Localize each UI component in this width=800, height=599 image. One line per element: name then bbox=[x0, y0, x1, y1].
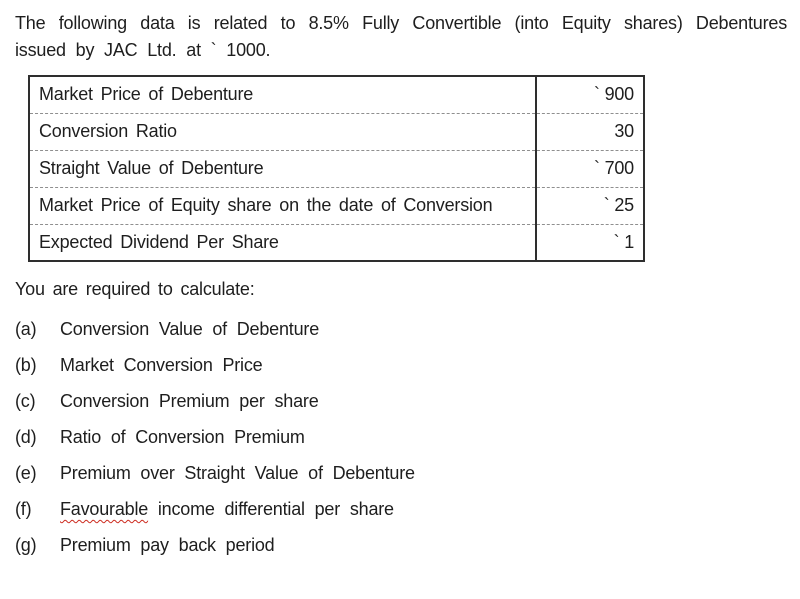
row-value: ` 700 bbox=[536, 149, 644, 187]
item-label: (a) bbox=[15, 319, 37, 339]
row-value: 30 bbox=[536, 112, 644, 150]
table-row: Market Price of Equity share on the date… bbox=[29, 186, 644, 224]
question-prompt: You are required to calculate: bbox=[15, 279, 255, 299]
list-item-g: (g) Premium pay back period bbox=[15, 534, 786, 556]
intro-paragraph: The following data is related to 8.5% Fu… bbox=[15, 13, 787, 60]
list-item-a: (a) Conversion Value of Debenture bbox=[15, 318, 786, 340]
table-row: Expected Dividend Per Share ` 1 bbox=[29, 223, 644, 261]
row-label: Market Price of Equity share on the date… bbox=[29, 186, 537, 224]
debenture-data-table: Market Price of Debenture ` 900 Conversi… bbox=[28, 75, 645, 262]
item-label: (d) bbox=[15, 427, 37, 447]
item-label: (b) bbox=[15, 355, 37, 375]
table-row: Market Price of Debenture ` 900 bbox=[29, 76, 644, 113]
item-label: (f) bbox=[15, 499, 32, 519]
row-label: Straight Value of Debenture bbox=[29, 149, 537, 187]
item-label: (e) bbox=[15, 463, 37, 483]
table-row: Straight Value of Debenture ` 700 bbox=[29, 149, 644, 187]
item-text: Premium pay back period bbox=[60, 535, 275, 555]
item-text: Favourable income differential per share bbox=[60, 498, 394, 520]
row-label: Conversion Ratio bbox=[29, 112, 537, 150]
item-label: (g) bbox=[15, 535, 37, 555]
list-item-f: (f) Favourable income differential per s… bbox=[15, 498, 786, 520]
list-item-e: (e) Premium over Straight Value of Deben… bbox=[15, 462, 786, 484]
row-label: Market Price of Debenture bbox=[29, 76, 537, 113]
row-value: ` 25 bbox=[536, 186, 644, 224]
row-label: Expected Dividend Per Share bbox=[29, 223, 537, 261]
misspelled-word: Favourable bbox=[60, 499, 149, 519]
list-item-d: (d) Ratio of Conversion Premium bbox=[15, 426, 786, 448]
item-text: Conversion Value of Debenture bbox=[60, 319, 320, 339]
item-text: Market Conversion Price bbox=[60, 355, 263, 375]
item-text-rest: income differential per share bbox=[148, 499, 394, 519]
item-label: (c) bbox=[15, 391, 36, 411]
question-list: (a) Conversion Value of Debenture (b) Ma… bbox=[15, 318, 786, 556]
row-value: ` 900 bbox=[593, 84, 634, 105]
list-item-c: (c) Conversion Premium per share bbox=[15, 390, 786, 412]
item-text: Ratio of Conversion Premium bbox=[60, 427, 305, 447]
item-text: Premium over Straight Value of Debenture bbox=[60, 463, 415, 483]
table-row: Conversion Ratio 30 bbox=[29, 112, 644, 150]
list-item-b: (b) Market Conversion Price bbox=[15, 354, 786, 376]
item-text: Conversion Premium per share bbox=[60, 391, 319, 411]
row-value: ` 1 bbox=[536, 223, 644, 261]
